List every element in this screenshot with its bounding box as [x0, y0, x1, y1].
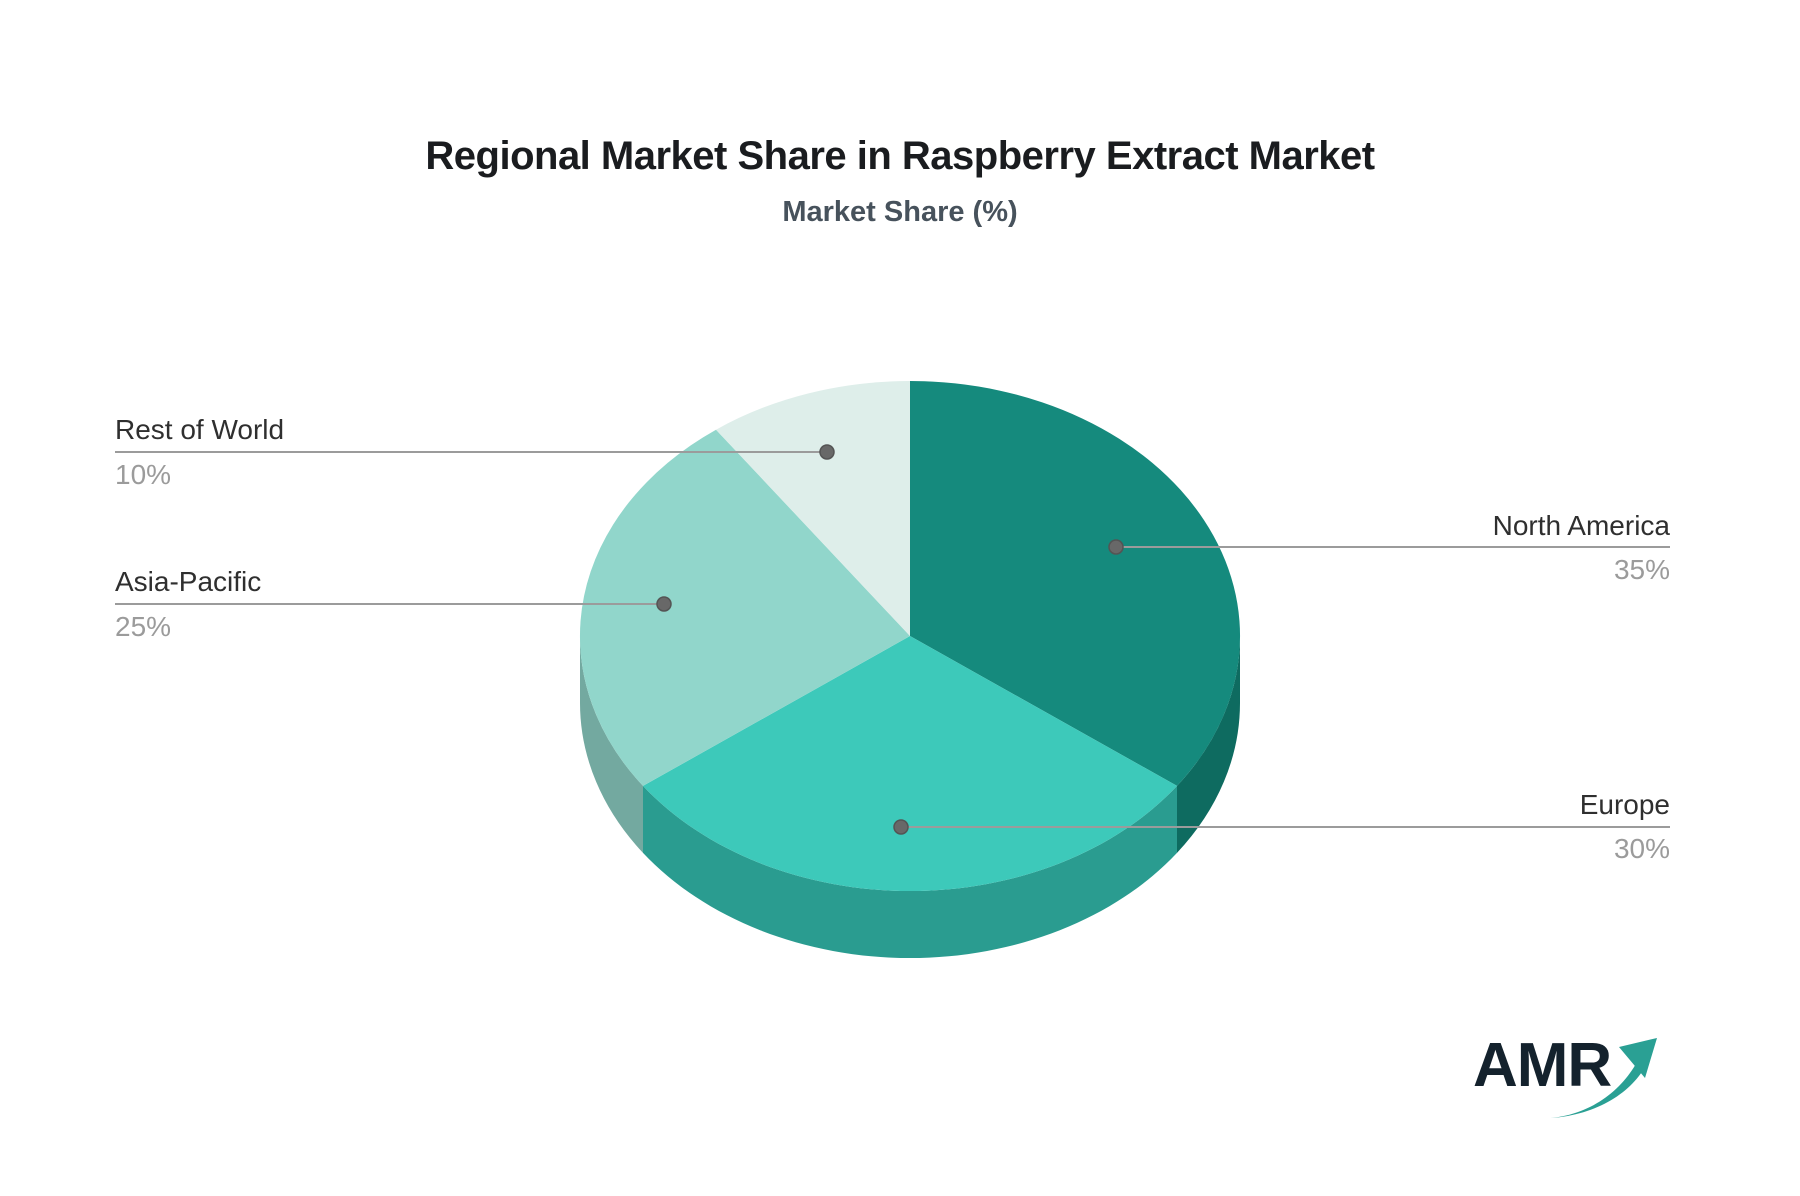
pie-slices — [579, 380, 1241, 959]
callout-value: 25% — [115, 611, 172, 642]
arrow-swoosh — [1551, 1056, 1647, 1118]
amr-logo: AMR — [1473, 1030, 1703, 1140]
leader-dot-europe — [893, 819, 909, 835]
callout-value: 10% — [115, 459, 172, 490]
pie-slice-side-europe — [643, 785, 1177, 959]
callout-value: 35% — [1613, 554, 1670, 585]
callout-value: 30% — [1613, 833, 1670, 864]
callout-label: North America — [1492, 510, 1670, 541]
leader-dot-asia-pacific — [656, 596, 672, 612]
leader-dot-north-america — [1108, 539, 1124, 555]
callout-europe: Europe 30% — [1580, 788, 1670, 865]
callout-rest-of-world: Rest of World 10% — [115, 413, 284, 491]
amr-logo-arrow-icon — [1551, 1038, 1657, 1118]
amr-logo-text: AMR — [1473, 1031, 1612, 1100]
arrow-head — [1619, 1038, 1657, 1078]
leader-dot-rest-of-world — [819, 444, 835, 460]
pie-slice-side-asia-pacific — [579, 636, 643, 853]
callout-asia-pacific: Asia-Pacific 25% — [115, 565, 261, 643]
callout-label: Europe — [1579, 789, 1670, 820]
pie-slice-side-north-america — [1177, 636, 1240, 853]
pie-slice-north-america[interactable] — [910, 381, 1241, 786]
chart-title: Regional Market Share in Raspberry Extra… — [425, 134, 1375, 178]
pie-slice-rest-of-world[interactable] — [716, 380, 910, 636]
callout-label: Asia-Pacific — [115, 566, 262, 597]
pie-slice-asia-pacific[interactable] — [579, 429, 910, 786]
callout-label: Rest of World — [115, 414, 285, 445]
chart-subtitle: Market Share (%) — [782, 196, 1018, 228]
callout-north-america: North America 35% — [1493, 509, 1670, 586]
